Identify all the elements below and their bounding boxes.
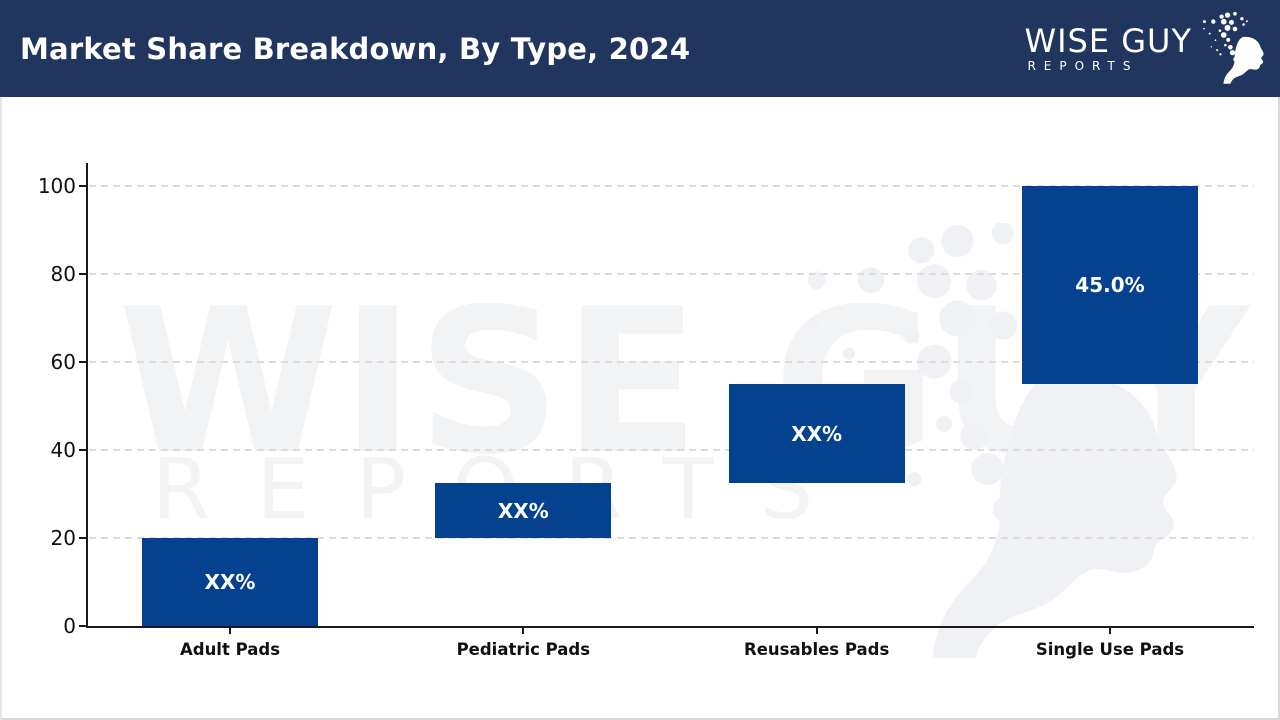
x-axis-category-label: Reusables Pads bbox=[744, 640, 890, 659]
x-axis-line bbox=[86, 626, 1254, 629]
y-axis-tick-label: 40 bbox=[50, 438, 76, 462]
gridline bbox=[89, 361, 1254, 363]
bar-value-label: XX% bbox=[204, 570, 256, 594]
bar-value-label: XX% bbox=[791, 421, 843, 446]
brand-logo: WISE GUY REPORTS bbox=[1024, 12, 1270, 85]
y-axis-tick-label: 20 bbox=[50, 526, 76, 550]
brand-name: WISE GUY bbox=[1024, 22, 1192, 60]
image-left-border bbox=[0, 97, 2, 720]
x-axis-tick bbox=[228, 628, 232, 634]
image-bottom-border bbox=[0, 718, 1280, 720]
bar: XX% bbox=[728, 384, 905, 483]
x-axis-category-label: Adult Pads bbox=[179, 640, 281, 659]
x-axis-category-label: Single Use Pads bbox=[1035, 640, 1185, 659]
gridline bbox=[89, 273, 1254, 275]
y-axis-tick bbox=[79, 272, 87, 276]
y-axis-tick bbox=[79, 624, 87, 628]
x-axis-category-label: Pediatric Pads bbox=[456, 640, 591, 659]
y-axis-tick bbox=[79, 184, 87, 188]
face-profile-dots-icon bbox=[1202, 12, 1264, 84]
y-axis-tick bbox=[79, 536, 87, 540]
y-axis-tick-label: 100 bbox=[37, 174, 76, 198]
bar-value-label: XX% bbox=[497, 498, 549, 523]
y-axis-tick bbox=[79, 360, 87, 364]
bar: XX% bbox=[435, 483, 612, 538]
header: Market Share Breakdown, By Type, 2024 WI… bbox=[0, 0, 1280, 97]
bar-value-label: 45.0% bbox=[1075, 273, 1145, 297]
gridline bbox=[89, 449, 1254, 451]
y-axis-line bbox=[86, 163, 89, 626]
brand-logo-text: WISE GUY REPORTS bbox=[1024, 25, 1192, 72]
brand-subtitle: REPORTS bbox=[1027, 59, 1139, 73]
x-axis-tick bbox=[522, 628, 525, 634]
image-right-border bbox=[1278, 97, 1280, 720]
market-share-chart: WISE GUY REPORTS 0 20 40 60 80 100 bbox=[0, 97, 1280, 720]
y-axis-tick bbox=[79, 448, 87, 452]
bar: XX% bbox=[142, 538, 318, 626]
x-axis-tick bbox=[1108, 628, 1112, 634]
gridline bbox=[89, 537, 1254, 539]
y-axis-tick-label: 80 bbox=[50, 262, 76, 286]
gridline bbox=[89, 185, 1254, 187]
bar: 45.0% bbox=[1021, 186, 1198, 384]
y-axis-tick-label: 60 bbox=[50, 350, 76, 374]
page-title: Market Share Breakdown, By Type, 2024 bbox=[20, 31, 691, 66]
y-axis-tick-label: 0 bbox=[63, 614, 76, 638]
x-axis-tick bbox=[815, 628, 818, 634]
